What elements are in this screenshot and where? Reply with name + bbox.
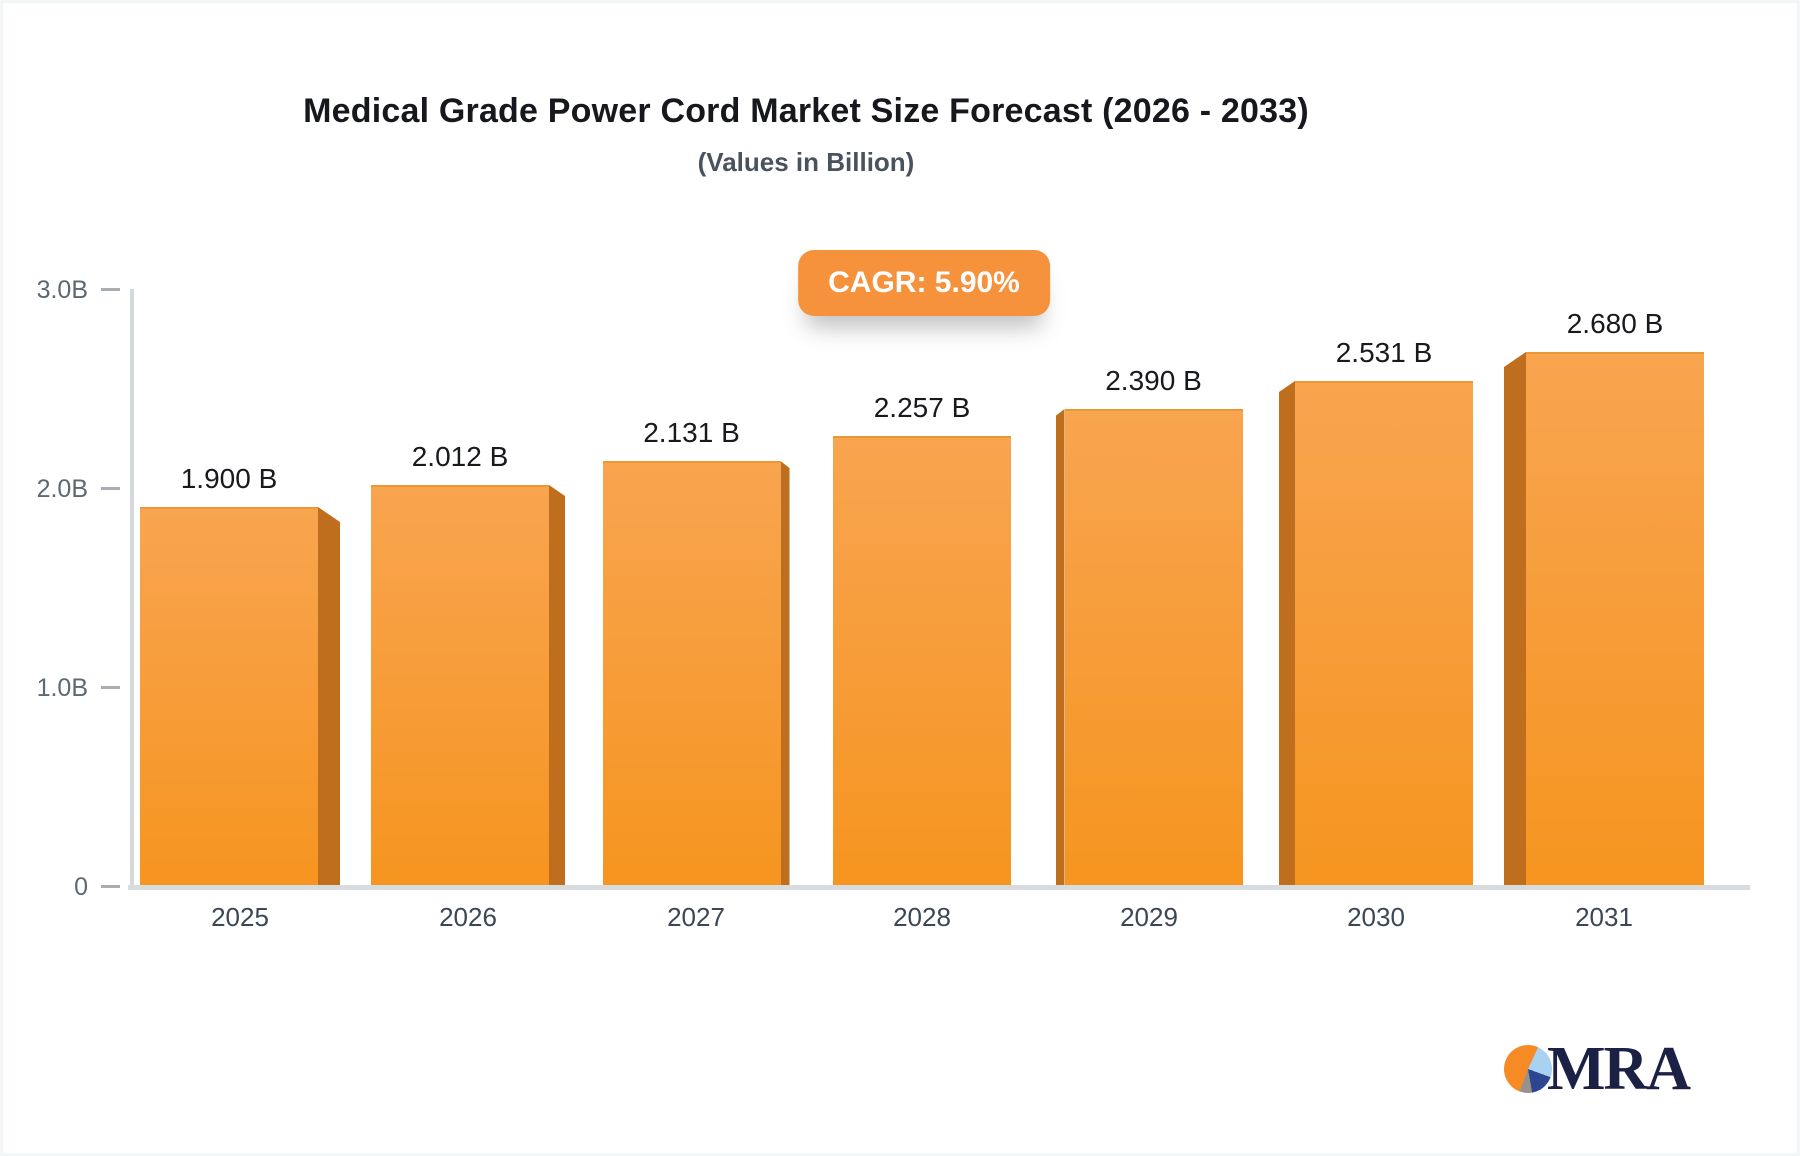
x-label-2027: 2027 <box>667 902 725 932</box>
y-tick-label: 3.0B <box>36 276 88 304</box>
logo-text: MRA <box>1547 1035 1691 1103</box>
bar-front-face <box>1295 381 1473 885</box>
y-tick-mark <box>101 885 120 888</box>
bar-value-label: 2.257 B <box>873 392 971 423</box>
bar-front-face <box>602 461 781 885</box>
bar-value-label: 2.131 B <box>643 417 740 448</box>
bar-side-face <box>1504 352 1526 885</box>
y-tick-mark <box>101 288 120 291</box>
bar-value-label: 2.390 B <box>1105 365 1202 396</box>
x-label-2031: 2031 <box>1575 902 1633 932</box>
bars-container: 1.900 B 2.012 B 2.131 B 2.257 B 2.390 B 2.531… <box>128 288 1750 888</box>
bar-value-label: 2.012 B <box>411 441 509 472</box>
bar-2026: 2.012 B <box>371 441 565 885</box>
x-label-2028: 2028 <box>893 902 951 932</box>
y-tick-mark <box>101 686 120 689</box>
y-axis-line <box>130 289 134 886</box>
bar-value-label: 2.680 B <box>1566 308 1664 339</box>
bar-2028: 2.257 B <box>833 392 1011 885</box>
y-tick-label: 2.0B <box>36 475 88 503</box>
bar-side-face <box>1279 381 1295 885</box>
bar-side-face <box>780 461 790 885</box>
bar-value-label: 2.531 B <box>1335 337 1433 368</box>
y-tick-mark <box>101 487 120 490</box>
bar-side-face <box>1055 409 1065 885</box>
bar-2031: 2.680 B <box>1504 308 1704 885</box>
bar-2030: 2.531 B <box>1279 337 1473 885</box>
bar-front-face <box>1526 352 1704 885</box>
bar-value-label: 1.900 B <box>180 463 278 494</box>
plot-area: 1.900 B 2.012 B 2.131 B 2.257 B 2.390 B 2.531… <box>128 288 1750 932</box>
bar-2025: 1.900 B <box>140 463 340 885</box>
chart-subtitle: (Values in Billion) <box>697 147 915 177</box>
bar-front-face <box>371 485 549 885</box>
bar-front-face <box>1064 409 1243 885</box>
x-label-2029: 2029 <box>1120 902 1178 932</box>
x-axis-labels: 2025 2026 2027 2028 2029 2030 2031 <box>128 288 1750 932</box>
x-label-2025: 2025 <box>211 902 269 932</box>
y-tick-label: 1.0B <box>36 674 88 702</box>
chart-title: Medical Grade Power Cord Market Size For… <box>303 92 1309 130</box>
bar-2027: 2.131 B <box>602 417 790 885</box>
bar-2029: 2.390 B <box>1055 365 1243 885</box>
bar-side-face <box>318 507 340 885</box>
bar-front-face <box>140 507 318 885</box>
cagr-badge: CAGR: 5.90% <box>798 250 1050 316</box>
bar-front-face <box>833 436 1011 885</box>
brand-logo: MRA <box>1504 1035 1691 1103</box>
x-label-2026: 2026 <box>439 902 497 932</box>
bar-side-face <box>549 485 565 885</box>
chart-header: Medical Grade Power Cord Market Size For… <box>0 92 1612 178</box>
x-label-2030: 2030 <box>1347 902 1405 932</box>
y-tick-label: 0 <box>74 873 88 901</box>
x-axis-line <box>128 885 1750 890</box>
pie-chart-icon <box>1504 1045 1552 1093</box>
